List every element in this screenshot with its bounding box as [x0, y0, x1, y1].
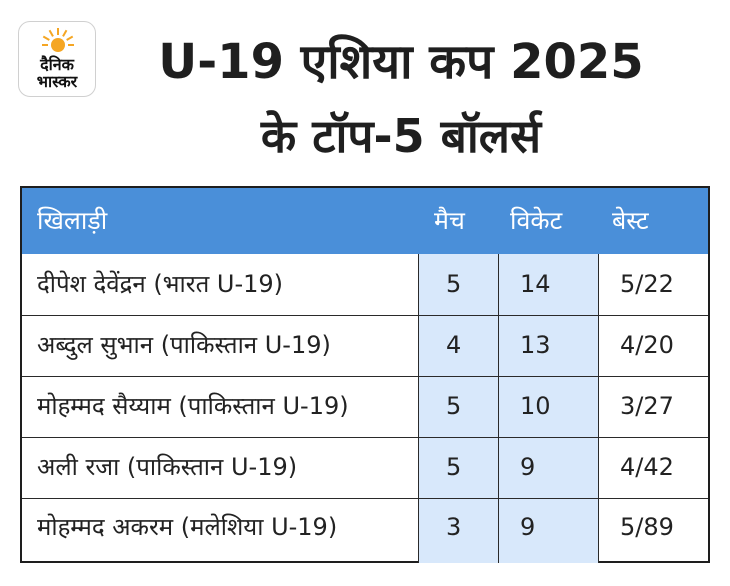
page-title-line2: के टॉप-5 बॉलर्स — [260, 109, 542, 163]
best-value: 5/89 — [620, 513, 674, 541]
logo-text-line2: भास्कर — [36, 72, 78, 91]
row-divider — [22, 498, 708, 499]
column-divider — [498, 254, 499, 563]
sun-icon — [42, 28, 74, 52]
logo-text-line1: दैनिक — [40, 55, 74, 74]
row-divider — [22, 315, 708, 316]
wickets-value: 13 — [520, 331, 551, 359]
best-value: 4/20 — [620, 331, 674, 359]
wickets-value: 14 — [520, 270, 551, 298]
column-divider — [598, 254, 599, 563]
player-name: मोहम्मद सैय्याम (पाकिस्तान U-19) — [37, 392, 349, 420]
wickets-value: 9 — [520, 453, 536, 481]
best-value: 3/27 — [620, 392, 674, 420]
header-matches: मैच — [434, 206, 465, 235]
dainik-bhaskar-logo: दैनिक भास्कर — [18, 21, 96, 97]
header-wickets: विकेट — [510, 206, 563, 235]
best-value: 4/42 — [620, 453, 674, 481]
player-name: अली रजा (पाकिस्तान U-19) — [37, 453, 298, 481]
column-divider — [418, 254, 419, 563]
matches-value: 5 — [446, 270, 462, 298]
best-value: 5/22 — [620, 270, 674, 298]
player-name: अब्दुल सुभान (पाकिस्तान U-19) — [37, 331, 331, 359]
header-player: खिलाड़ी — [37, 206, 108, 235]
wickets-value: 10 — [520, 392, 551, 420]
player-name: दीपेश देवेंद्रन (भारत U-19) — [37, 270, 284, 298]
matches-value: 5 — [446, 453, 462, 481]
row-divider — [22, 376, 708, 377]
matches-value: 5 — [446, 392, 462, 420]
matches-value: 3 — [446, 513, 462, 541]
top-bowlers-table: खिलाड़ी मैच विकेट बेस्ट दीपेश देवेंद्रन … — [20, 186, 710, 563]
player-name: मोहम्मद अकरम (मलेशिया U-19) — [37, 513, 338, 541]
page-title-line1: U-19 एशिया कप 2025 — [158, 34, 644, 90]
matches-value: 4 — [446, 331, 462, 359]
wickets-value: 9 — [520, 513, 536, 541]
row-divider — [22, 437, 708, 438]
table-header — [22, 188, 708, 254]
stats-column-highlight — [418, 254, 598, 563]
header-best: बेस्ट — [612, 206, 649, 235]
